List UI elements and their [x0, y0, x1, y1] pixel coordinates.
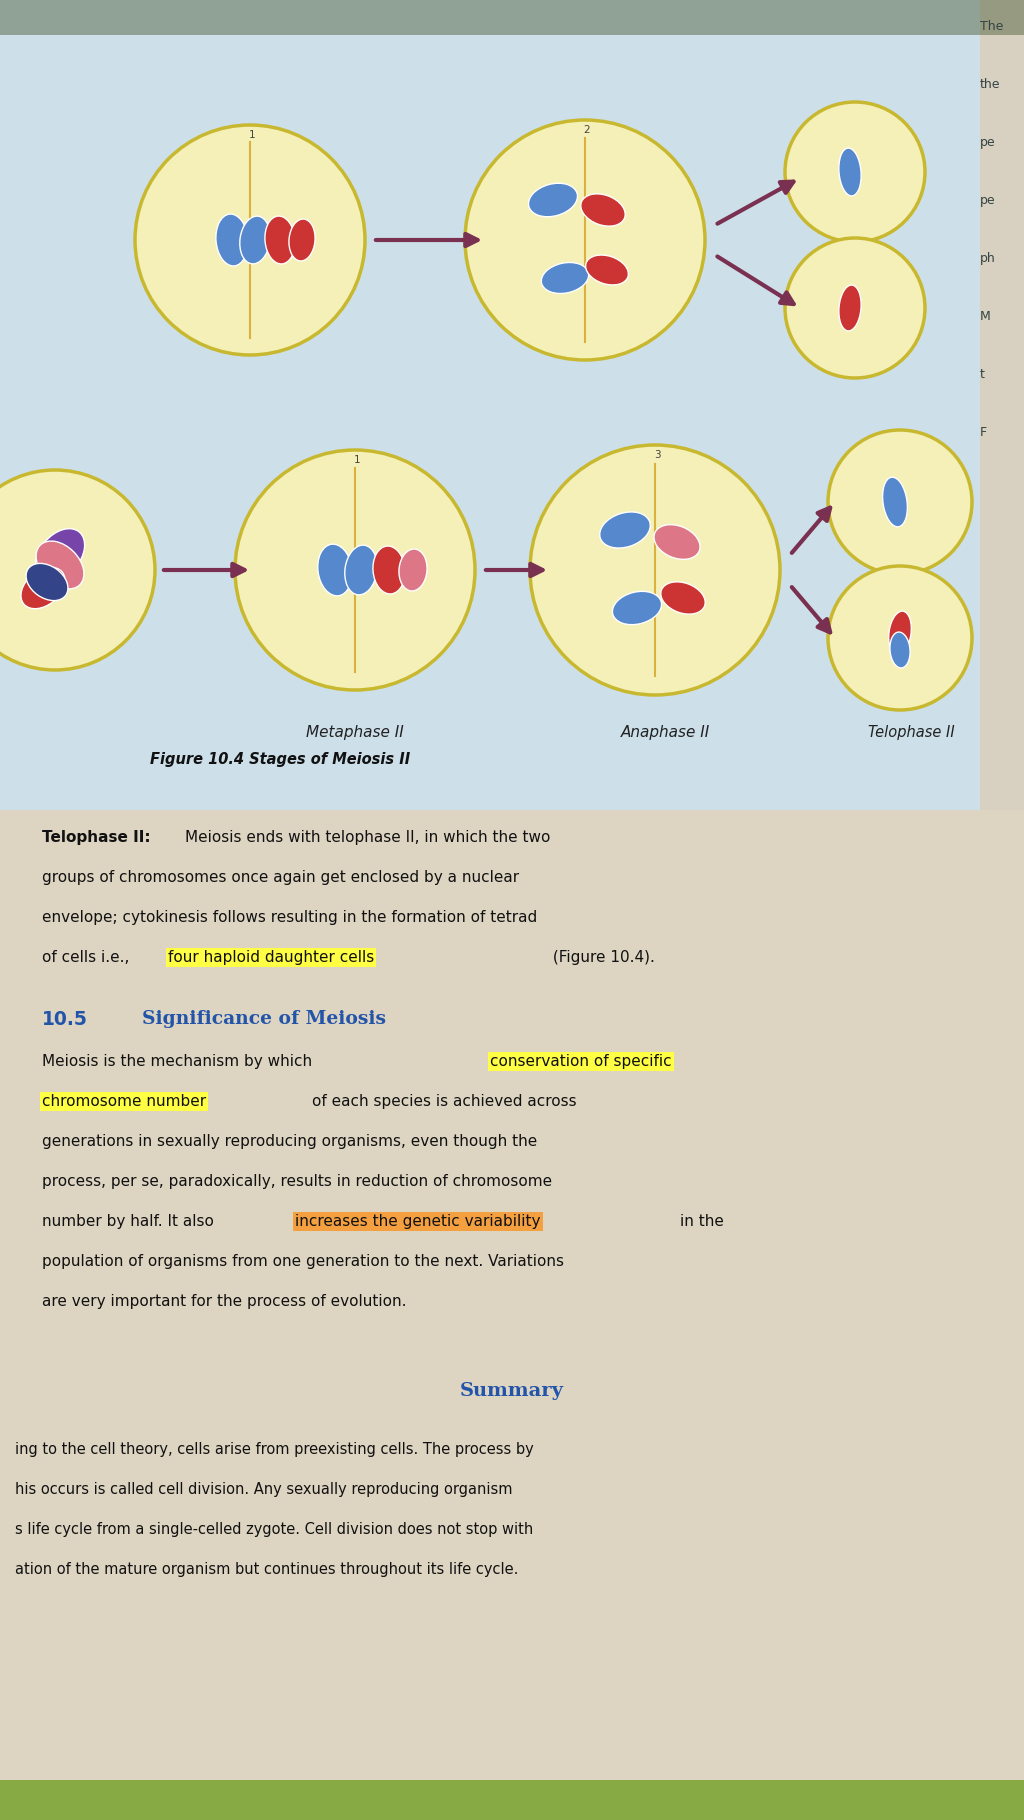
Text: in the: in the — [680, 1214, 724, 1228]
Ellipse shape — [600, 511, 650, 548]
Text: population of organisms from one generation to the next. Variations: population of organisms from one generat… — [42, 1254, 564, 1269]
Ellipse shape — [36, 528, 85, 581]
Bar — [0, 810, 1024, 1820]
Text: Significance of Meiosis: Significance of Meiosis — [142, 1010, 386, 1028]
Text: ation of the mature organism but continues throughout its life cycle.: ation of the mature organism but continu… — [15, 1562, 518, 1576]
Ellipse shape — [265, 217, 295, 264]
Ellipse shape — [890, 632, 910, 668]
Circle shape — [135, 126, 365, 355]
Ellipse shape — [317, 544, 352, 595]
Text: 1: 1 — [353, 455, 360, 464]
Text: t: t — [980, 368, 985, 380]
Text: increases the genetic variability: increases the genetic variability — [295, 1214, 541, 1228]
Text: pe: pe — [980, 136, 995, 149]
Text: his occurs is called cell division. Any sexually reproducing organism: his occurs is called cell division. Any … — [15, 1481, 512, 1498]
Bar — [0, 810, 1024, 1820]
Text: Telophase II: Telophase II — [868, 724, 955, 741]
Text: Telophase II:: Telophase II: — [42, 830, 151, 844]
Ellipse shape — [373, 546, 406, 593]
Text: number by half. It also: number by half. It also — [42, 1214, 214, 1228]
Circle shape — [785, 102, 925, 242]
Text: process, per se, paradoxically, results in reduction of chromosome: process, per se, paradoxically, results … — [42, 1174, 552, 1188]
Circle shape — [828, 430, 972, 573]
Ellipse shape — [399, 550, 427, 592]
Ellipse shape — [883, 477, 907, 526]
Circle shape — [530, 446, 780, 695]
Ellipse shape — [36, 541, 84, 590]
Ellipse shape — [612, 592, 662, 624]
Text: s life cycle from a single-celled zygote. Cell division does not stop with: s life cycle from a single-celled zygote… — [15, 1522, 534, 1538]
Circle shape — [234, 450, 475, 690]
Text: 3: 3 — [653, 450, 660, 460]
Ellipse shape — [839, 286, 861, 331]
Ellipse shape — [889, 612, 911, 655]
Bar — [0, 1780, 1024, 1820]
Text: generations in sexually reproducing organisms, even though the: generations in sexually reproducing orga… — [42, 1134, 538, 1148]
Text: 1: 1 — [249, 129, 255, 140]
Text: four haploid daughter cells: four haploid daughter cells — [168, 950, 374, 965]
Circle shape — [785, 238, 925, 379]
Ellipse shape — [581, 195, 626, 226]
Text: 2: 2 — [584, 126, 590, 135]
Circle shape — [828, 566, 972, 710]
Text: ing to the cell theory, cells arise from preexisting cells. The process by: ing to the cell theory, cells arise from… — [15, 1441, 534, 1458]
Text: groups of chromosomes once again get enclosed by a nuclear: groups of chromosomes once again get enc… — [42, 870, 519, 885]
Text: conservation of specific: conservation of specific — [490, 1054, 672, 1068]
Ellipse shape — [216, 215, 248, 266]
Text: pe: pe — [980, 195, 995, 207]
Ellipse shape — [289, 218, 315, 260]
Text: (Figure 10.4).: (Figure 10.4). — [548, 950, 655, 965]
Text: ph: ph — [980, 251, 995, 266]
Ellipse shape — [528, 184, 578, 217]
Text: Figure 10.4 Stages of Meiosis II: Figure 10.4 Stages of Meiosis II — [150, 752, 411, 766]
Text: Meiosis ends with telophase II, in which the two: Meiosis ends with telophase II, in which… — [185, 830, 550, 844]
Text: The: The — [980, 20, 1004, 33]
Ellipse shape — [654, 524, 700, 559]
Text: F: F — [980, 426, 987, 439]
Text: 10.5: 10.5 — [42, 1010, 88, 1028]
Circle shape — [0, 470, 155, 670]
Text: Meiosis is the mechanism by which: Meiosis is the mechanism by which — [42, 1054, 312, 1068]
Text: chromosome number: chromosome number — [42, 1094, 206, 1108]
Text: of cells i.e.,: of cells i.e., — [42, 950, 129, 965]
Ellipse shape — [20, 568, 66, 608]
Text: of each species is achieved across: of each species is achieved across — [312, 1094, 577, 1108]
Text: M: M — [980, 309, 991, 322]
Ellipse shape — [26, 564, 68, 601]
Ellipse shape — [345, 546, 377, 595]
Text: Summary: Summary — [460, 1381, 564, 1400]
Ellipse shape — [542, 262, 589, 293]
Text: Metaphase II: Metaphase II — [306, 724, 403, 741]
FancyBboxPatch shape — [0, 0, 980, 810]
Bar — [0, 0, 1024, 35]
Ellipse shape — [660, 582, 706, 613]
Ellipse shape — [586, 255, 629, 286]
Ellipse shape — [240, 217, 270, 264]
Text: are very important for the process of evolution.: are very important for the process of ev… — [42, 1294, 407, 1309]
Text: Anaphase II: Anaphase II — [621, 724, 710, 741]
Text: envelope; cytokinesis follows resulting in the formation of tetrad: envelope; cytokinesis follows resulting … — [42, 910, 538, 925]
Ellipse shape — [839, 147, 861, 197]
Circle shape — [465, 120, 705, 360]
Text: the: the — [980, 78, 1000, 91]
